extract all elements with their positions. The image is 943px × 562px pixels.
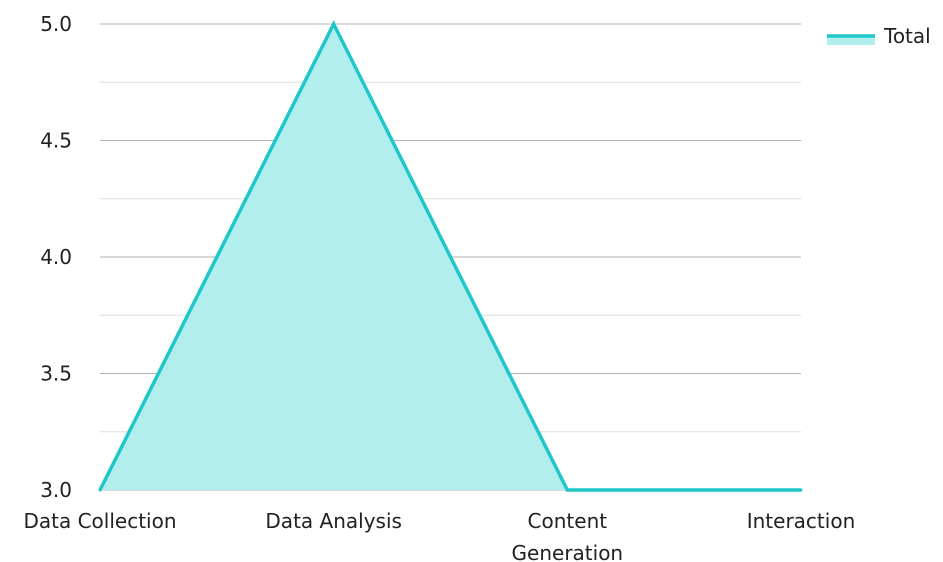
data-point: [565, 488, 569, 492]
y-tick-label: 3.5: [40, 362, 72, 386]
x-tick-label: Data Analysis: [265, 509, 402, 533]
y-tick-label: 3.0: [40, 478, 72, 502]
y-tick-label: 4.5: [40, 129, 72, 153]
x-tick-label: Content Generation: [512, 509, 624, 562]
x-axis: Data Collection Data Analysis Content Gener…: [23, 509, 855, 562]
x-tick-label: Interaction: [747, 509, 856, 533]
y-axis: 3.0 3.5 4.0 4.5 5.0: [40, 12, 72, 502]
x-tick-label: Data Collection: [23, 509, 176, 533]
series-line: [98, 20, 801, 492]
y-tick-label: 5.0: [40, 12, 72, 36]
y-tick-label: 4.0: [40, 245, 72, 269]
plot-area: [98, 20, 803, 492]
data-point: [98, 488, 102, 492]
legend: Total: [827, 24, 931, 48]
legend-swatch-fill: [827, 36, 875, 45]
data-point: [799, 488, 803, 492]
legend-label-total: Total: [883, 24, 931, 48]
data-point: [332, 22, 336, 26]
